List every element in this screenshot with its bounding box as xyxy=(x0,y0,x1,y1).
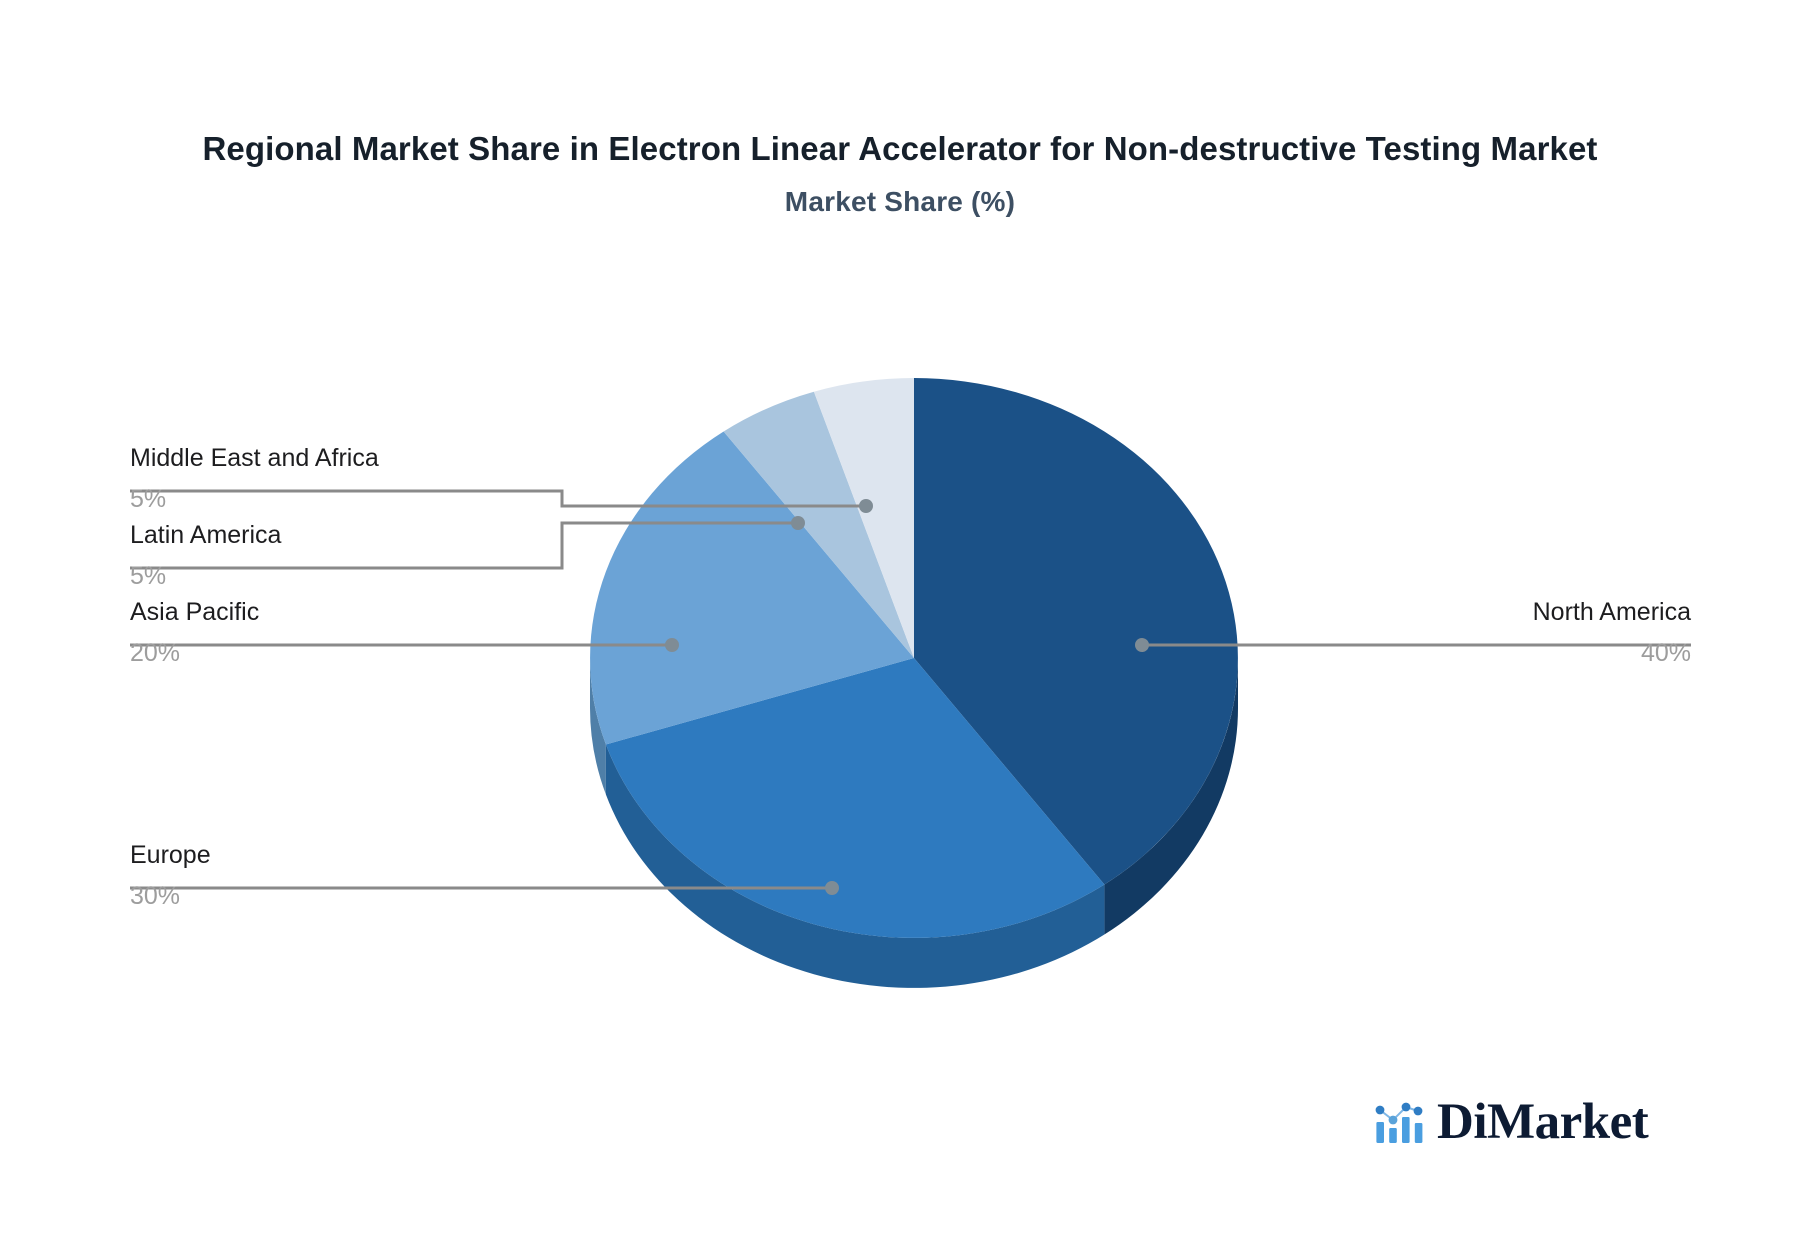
pie-top-face xyxy=(590,378,1238,938)
callout-asia-pacific: Asia Pacific 20% xyxy=(130,597,259,668)
pie-slice-middle-east-and-africa xyxy=(813,378,914,658)
callout-north-america: North America 40% xyxy=(1533,597,1691,668)
leader-dot-north-america xyxy=(1135,638,1149,652)
pie-slice-asia-pacific xyxy=(590,431,914,745)
leader-dot-latin-america xyxy=(791,516,805,530)
slice-side-north-america xyxy=(1104,658,1238,935)
leader-dot-middle-east-and-africa xyxy=(859,499,873,513)
pie-3d-side-wall xyxy=(590,658,1238,988)
pie-slice-europe xyxy=(605,658,1105,938)
slice-side-europe xyxy=(605,744,1105,988)
callout-label-middle-east-and-africa: Middle East and Africa xyxy=(130,444,379,472)
callout-middle-east-and-africa: Middle East and Africa 5% xyxy=(130,443,379,514)
callout-value-latin-america: 5% xyxy=(130,561,167,590)
leader-line-latin-america xyxy=(130,521,798,570)
leader-lines xyxy=(130,489,1691,895)
brand-name: DiMarket xyxy=(1437,1094,1649,1150)
chart-subtitle: Market Share (%) xyxy=(784,185,1016,217)
title-block: Regional Market Share in Electron Linear… xyxy=(170,125,1630,218)
pie-slice-latin-america xyxy=(723,391,914,658)
callout-value-middle-east-and-africa: 5% xyxy=(130,484,167,513)
callout-label-latin-america: Latin America xyxy=(130,521,282,549)
page-title: Regional Market Share in Electron Linear… xyxy=(202,130,1598,167)
callout-value-north-america: 40% xyxy=(1640,638,1691,667)
callout-label-europe: Europe xyxy=(130,841,211,869)
leader-dot-europe xyxy=(825,881,839,895)
callout-label-asia-pacific: Asia Pacific xyxy=(130,598,260,626)
callout-label-north-america: North America xyxy=(1532,598,1691,626)
callout-latin-america: Latin America 5% xyxy=(130,520,281,591)
bar-chart-logo-icon xyxy=(1375,1102,1423,1143)
callout-europe: Europe 30% xyxy=(130,840,211,911)
pie-slice-north-america xyxy=(914,378,1238,885)
callout-value-asia-pacific: 20% xyxy=(130,638,181,667)
brand-logo: DiMarket xyxy=(1374,1094,1649,1150)
callout-value-europe: 30% xyxy=(130,881,181,910)
slice-side-asia-pacific xyxy=(590,658,606,795)
leader-line-middle-east-and-africa xyxy=(130,489,866,508)
leader-dot-asia-pacific xyxy=(665,638,679,652)
